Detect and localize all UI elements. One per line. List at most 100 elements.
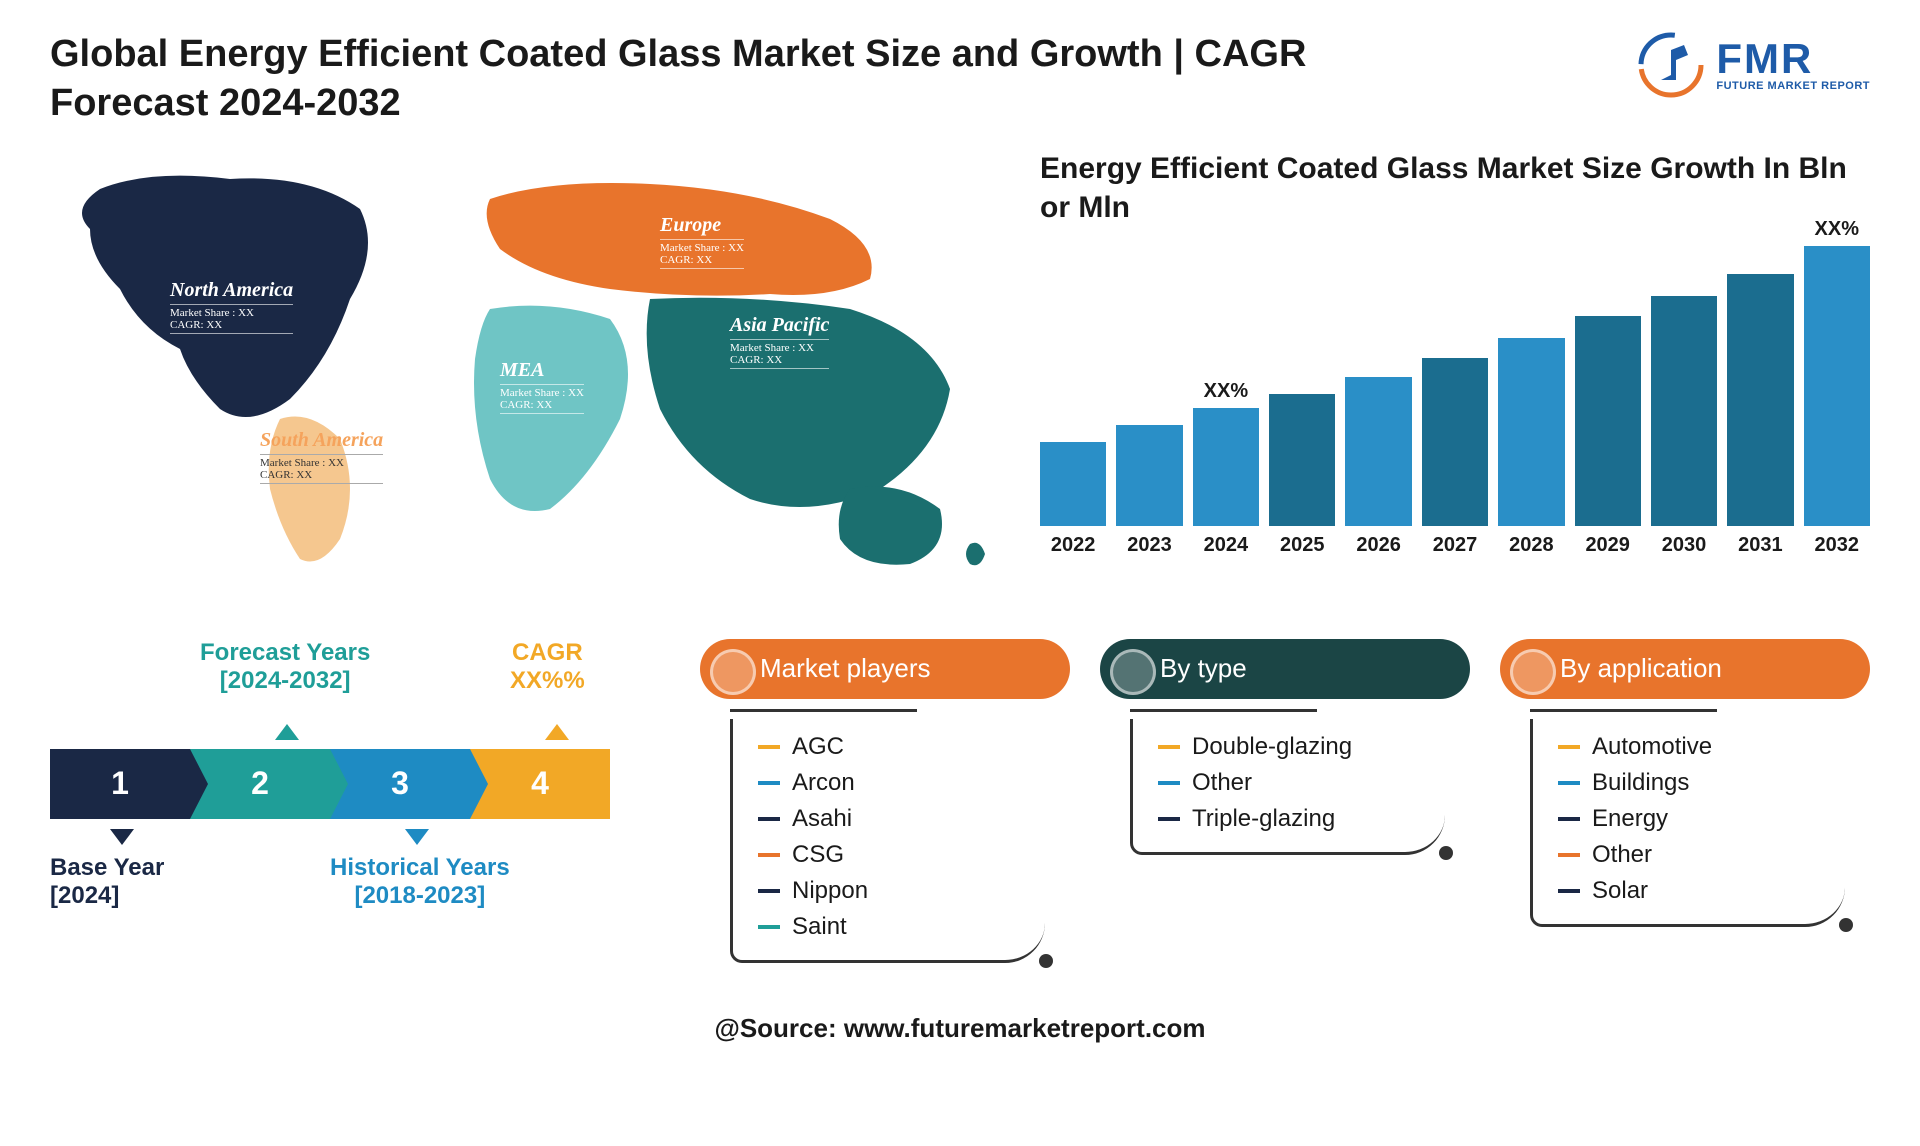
bar-year-label: 2023 [1127, 534, 1172, 557]
list-item-label: Solar [1592, 877, 1648, 905]
world-map: North America Market Share : XXCAGR: XX … [50, 149, 1000, 579]
tick-icon [1558, 853, 1580, 857]
bar-year-label: 2031 [1738, 534, 1783, 557]
region-eu-cagr: CAGR: XX [660, 254, 744, 266]
region-ap-cagr: CAGR: XX [730, 354, 829, 366]
bar-year-label: 2025 [1280, 534, 1325, 557]
timeline: Forecast Years [2024-2032] CAGR XX%% 123… [50, 639, 670, 919]
tick-icon [758, 781, 780, 785]
list-item-label: Buildings [1592, 769, 1689, 797]
list-item: Buildings [1558, 765, 1845, 801]
logo: FMR FUTURE MARKET REPORT [1636, 30, 1870, 100]
bar-2023: 2023 [1116, 425, 1182, 557]
list-item-label: Triple-glazing [1192, 805, 1335, 833]
tick-icon [758, 817, 780, 821]
list-item: Arcon [758, 765, 1045, 801]
timeline-segment-1: 1 [50, 749, 190, 819]
list-item-label: Automotive [1592, 733, 1712, 761]
by-type-pill: By type [1100, 639, 1470, 699]
bar-2029: 2029 [1575, 316, 1641, 557]
list-item-label: Nippon [792, 877, 868, 905]
bar-2030: 2030 [1651, 296, 1717, 557]
base-year-value: [2024] [50, 882, 164, 910]
tick-icon [1158, 781, 1180, 785]
arrow-icon [275, 724, 299, 740]
tick-icon [1158, 817, 1180, 821]
region-sa-cagr: CAGR: XX [260, 469, 383, 481]
region-mea-share: Market Share : XX [500, 387, 584, 399]
bar-annotation: XX% [1204, 380, 1248, 403]
list-item: Solar [1558, 873, 1845, 909]
bar-2026: 2026 [1345, 377, 1411, 556]
timeline-segment-3: 3 [330, 749, 470, 819]
region-na-share: Market Share : XX [170, 307, 293, 319]
bar-year-label: 2030 [1662, 534, 1707, 557]
timeline-segment-4: 4 [470, 749, 610, 819]
source-attribution: @Source: www.futuremarketreport.com [50, 1013, 1870, 1044]
cagr-label: CAGR [510, 639, 585, 667]
list-item: Automotive [1558, 729, 1845, 765]
tick-icon [758, 889, 780, 893]
bar-2024: XX%2024 [1193, 408, 1259, 557]
logo-text: FMR [1716, 38, 1870, 80]
bar-2027: 2027 [1422, 358, 1488, 557]
market-players-column: Market players AGC Arcon Asahi CSG Nippon Sai… [700, 639, 1070, 963]
by-application-pill: By application [1500, 639, 1870, 699]
list-item-label: Other [1592, 841, 1652, 869]
list-item: Energy [1558, 801, 1845, 837]
bar [1422, 358, 1488, 526]
tick-icon [758, 745, 780, 749]
bar [1040, 442, 1106, 526]
bar-2025: 2025 [1269, 394, 1335, 557]
page-title: Global Energy Efficient Coated Glass Mar… [50, 30, 1350, 129]
list-item: Double-glazing [1158, 729, 1445, 765]
bar-year-label: 2022 [1051, 534, 1096, 557]
list-item-label: Arcon [792, 769, 855, 797]
bar-annotation: XX% [1815, 218, 1859, 241]
forecast-years: [2024-2032] [200, 667, 370, 695]
arrow-icon [110, 829, 134, 845]
region-ap-share: Market Share : XX [730, 342, 829, 354]
region-sa-name: South America [260, 429, 383, 452]
list-item: Asahi [758, 801, 1045, 837]
growth-bar-chart: Energy Efficient Coated Glass Market Siz… [1040, 149, 1870, 579]
region-mea-name: MEA [500, 359, 584, 382]
tick-icon [1558, 817, 1580, 821]
list-item-label: Energy [1592, 805, 1668, 833]
list-item-label: AGC [792, 733, 844, 761]
by-application-column: By application Automotive Buildings Energy… [1500, 639, 1870, 927]
region-eu-share: Market Share : XX [660, 242, 744, 254]
list-item: Saint [758, 909, 1045, 945]
tick-icon [1558, 889, 1580, 893]
timeline-segment-2: 2 [190, 749, 330, 819]
bar [1727, 274, 1793, 526]
bar-year-label: 2032 [1815, 534, 1860, 557]
region-mea-cagr: CAGR: XX [500, 399, 584, 411]
list-item-label: CSG [792, 841, 844, 869]
tick-icon [758, 853, 780, 857]
list-item: AGC [758, 729, 1045, 765]
market-players-pill: Market players [700, 639, 1070, 699]
bar [1651, 296, 1717, 526]
list-item-label: Other [1192, 769, 1252, 797]
bar-2032: XX%2032 [1804, 246, 1870, 557]
bar-year-label: 2029 [1585, 534, 1630, 557]
region-eu-name: Europe [660, 214, 744, 237]
logo-subtitle: FUTURE MARKET REPORT [1716, 80, 1870, 92]
region-sa-share: Market Share : XX [260, 457, 383, 469]
bar-2022: 2022 [1040, 442, 1106, 557]
bar [1269, 394, 1335, 526]
list-item: Other [1158, 765, 1445, 801]
bar [1804, 246, 1870, 526]
by-type-column: By type Double-glazing Other Triple-glazin… [1100, 639, 1470, 855]
bar [1116, 425, 1182, 526]
bar [1193, 408, 1259, 526]
bar-year-label: 2024 [1204, 534, 1249, 557]
bar-year-label: 2028 [1509, 534, 1554, 557]
base-year-label: Base Year [50, 854, 164, 882]
region-na-cagr: CAGR: XX [170, 319, 293, 331]
historical-years: [2018-2023] [330, 882, 510, 910]
arrow-icon [545, 724, 569, 740]
bar-2031: 2031 [1727, 274, 1793, 557]
region-na-name: North America [170, 279, 293, 302]
